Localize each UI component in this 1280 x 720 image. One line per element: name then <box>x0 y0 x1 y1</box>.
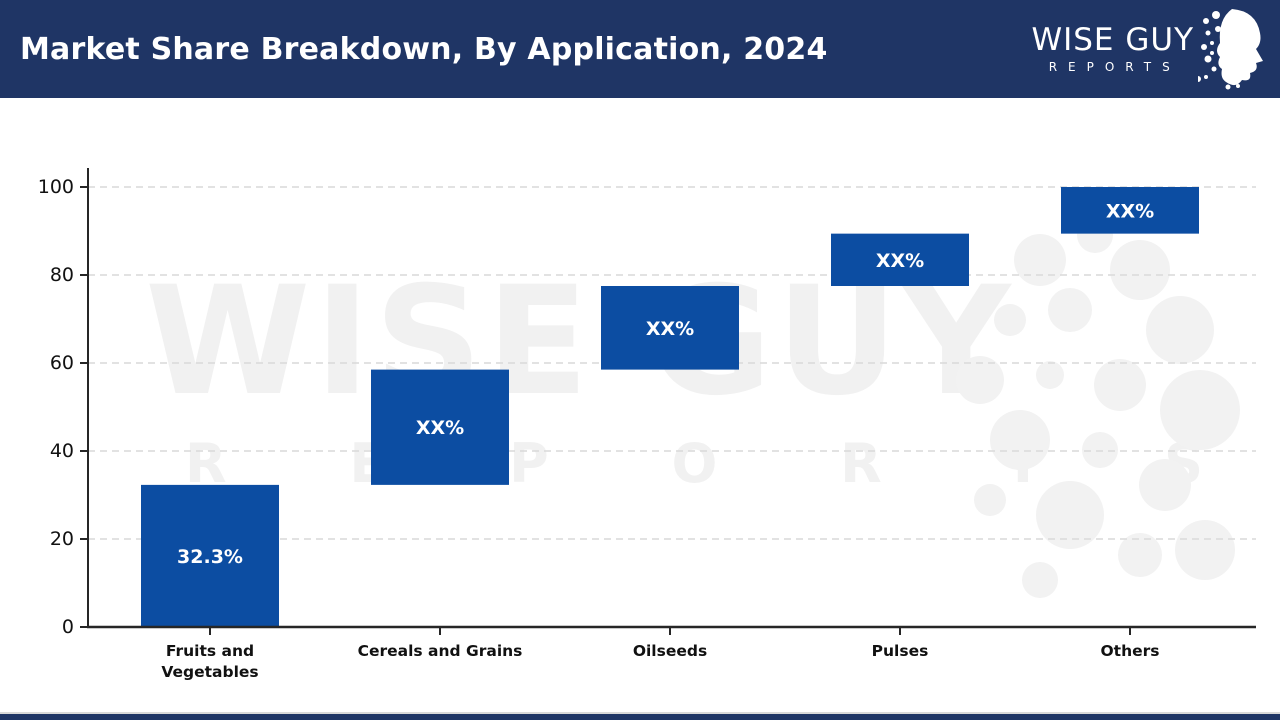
x-tick-label: Cereals and Grains <box>358 642 523 660</box>
watermark-face-icon <box>956 217 1240 598</box>
bar <box>141 484 279 627</box>
x-tick-label: Oilseeds <box>633 642 707 660</box>
y-tick-label: 100 <box>38 176 74 198</box>
x-tick-label: Vegetables <box>161 663 258 681</box>
y-tick-label: 60 <box>50 352 74 374</box>
y-tick-label: 40 <box>50 440 74 462</box>
footer-bar <box>0 714 1280 720</box>
bar <box>371 369 509 485</box>
x-tick-label: Others <box>1100 642 1159 660</box>
x-tick-label: Fruits and <box>166 642 254 660</box>
brand-logo: WISE GUY REPORTS <box>1031 7 1266 91</box>
logo-wordmark: WISE GUY <box>1031 22 1194 58</box>
header: Market Share Breakdown, By Application, … <box>0 0 1280 98</box>
y-tick-label: 0 <box>62 616 74 638</box>
footer-divider <box>0 712 1280 714</box>
y-tick-label: 20 <box>50 528 74 550</box>
bar-value-label: XX% <box>1106 200 1154 222</box>
bar <box>1061 187 1199 234</box>
bar-value-label: 32.3% <box>177 546 243 568</box>
logo-face-icon <box>1198 9 1263 90</box>
bar <box>601 286 739 370</box>
bar <box>831 233 969 286</box>
y-tick-label: 80 <box>50 264 74 286</box>
logo-subtitle: REPORTS <box>1048 60 1181 74</box>
x-tick-label: Pulses <box>872 642 929 660</box>
page-title: Market Share Breakdown, By Application, … <box>20 31 828 67</box>
bar-value-label: XX% <box>646 318 694 340</box>
bar-value-label: XX% <box>876 250 924 272</box>
bar-value-label: XX% <box>416 417 464 439</box>
